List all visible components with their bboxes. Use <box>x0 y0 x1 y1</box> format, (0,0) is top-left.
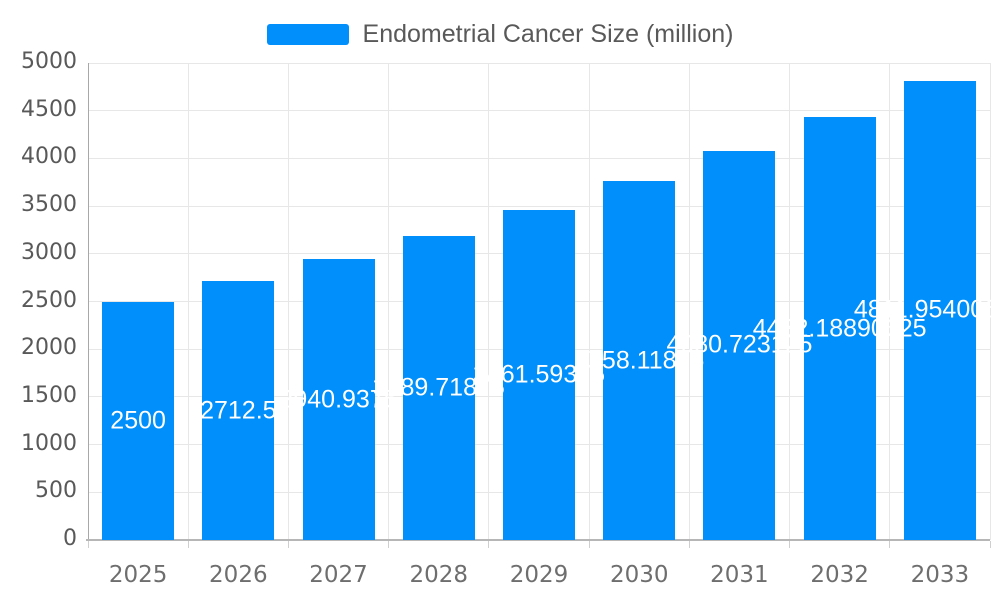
legend-swatch-icon <box>266 24 349 45</box>
x-gridline <box>588 63 590 540</box>
bar[interactable] <box>302 259 375 540</box>
y-axis-tick-label: 0 <box>63 526 77 551</box>
bar[interactable] <box>102 301 175 540</box>
x-axis-tick-label: 2029 <box>509 562 569 588</box>
bar[interactable] <box>803 117 876 540</box>
bar[interactable] <box>603 181 676 540</box>
x-gridline <box>989 63 991 540</box>
y-axis-tick-label: 5000 <box>21 49 77 74</box>
x-axis-tick <box>388 541 390 548</box>
y-axis-line <box>87 63 89 548</box>
x-axis-tick <box>588 541 590 548</box>
y-axis-tick-label: 3000 <box>21 239 77 265</box>
y-axis-tick-label: 1500 <box>21 382 77 408</box>
x-axis-tick <box>187 541 189 548</box>
y-axis-tick-label: 2000 <box>21 335 77 361</box>
x-axis-tick <box>688 541 690 548</box>
x-gridline <box>688 63 690 540</box>
x-axis-tick <box>889 541 891 548</box>
x-axis-tick-label: 2026 <box>209 562 268 588</box>
x-gridline <box>187 63 189 540</box>
x-axis-tick-label: 2025 <box>108 562 168 588</box>
x-axis-tick <box>87 541 89 548</box>
y-gridline <box>88 157 990 159</box>
bar[interactable] <box>903 80 976 540</box>
y-axis-tick-label: 500 <box>35 478 77 504</box>
bar[interactable] <box>703 150 776 540</box>
x-axis-tick-label: 2028 <box>409 562 469 588</box>
y-gridline <box>88 110 990 112</box>
bar[interactable] <box>402 235 475 540</box>
x-gridline <box>789 63 791 540</box>
x-axis-tick <box>488 541 490 548</box>
chart-legend[interactable]: Endometrial Cancer Size (million) <box>0 20 1000 49</box>
x-gridline <box>889 63 891 540</box>
y-axis-tick-label: 2500 <box>21 287 77 313</box>
x-axis-line <box>86 539 990 541</box>
y-axis-tick-label: 4000 <box>21 144 77 170</box>
y-axis-tick-label: 1000 <box>21 430 77 456</box>
x-gridline <box>287 63 289 540</box>
x-axis-tick-label: 2033 <box>910 562 970 588</box>
x-gridline <box>488 63 490 540</box>
y-gridline <box>88 62 990 64</box>
x-axis-tick-label: 2030 <box>609 562 669 588</box>
legend-label: Endometrial Cancer Size (million) <box>362 20 734 48</box>
bar[interactable] <box>202 281 275 540</box>
x-axis-tick <box>789 541 791 548</box>
x-axis-tick <box>989 541 991 548</box>
x-axis-tick-label: 2027 <box>309 562 368 588</box>
y-gridline <box>88 205 990 207</box>
y-axis-tick-label: 4500 <box>21 96 77 122</box>
y-axis-tick-label: 3500 <box>21 192 77 218</box>
bar[interactable] <box>503 209 575 540</box>
x-axis-tick-label: 2032 <box>810 562 869 588</box>
x-axis-tick-label: 2031 <box>710 562 769 588</box>
x-gridline <box>388 63 390 540</box>
x-axis-tick <box>287 541 289 548</box>
